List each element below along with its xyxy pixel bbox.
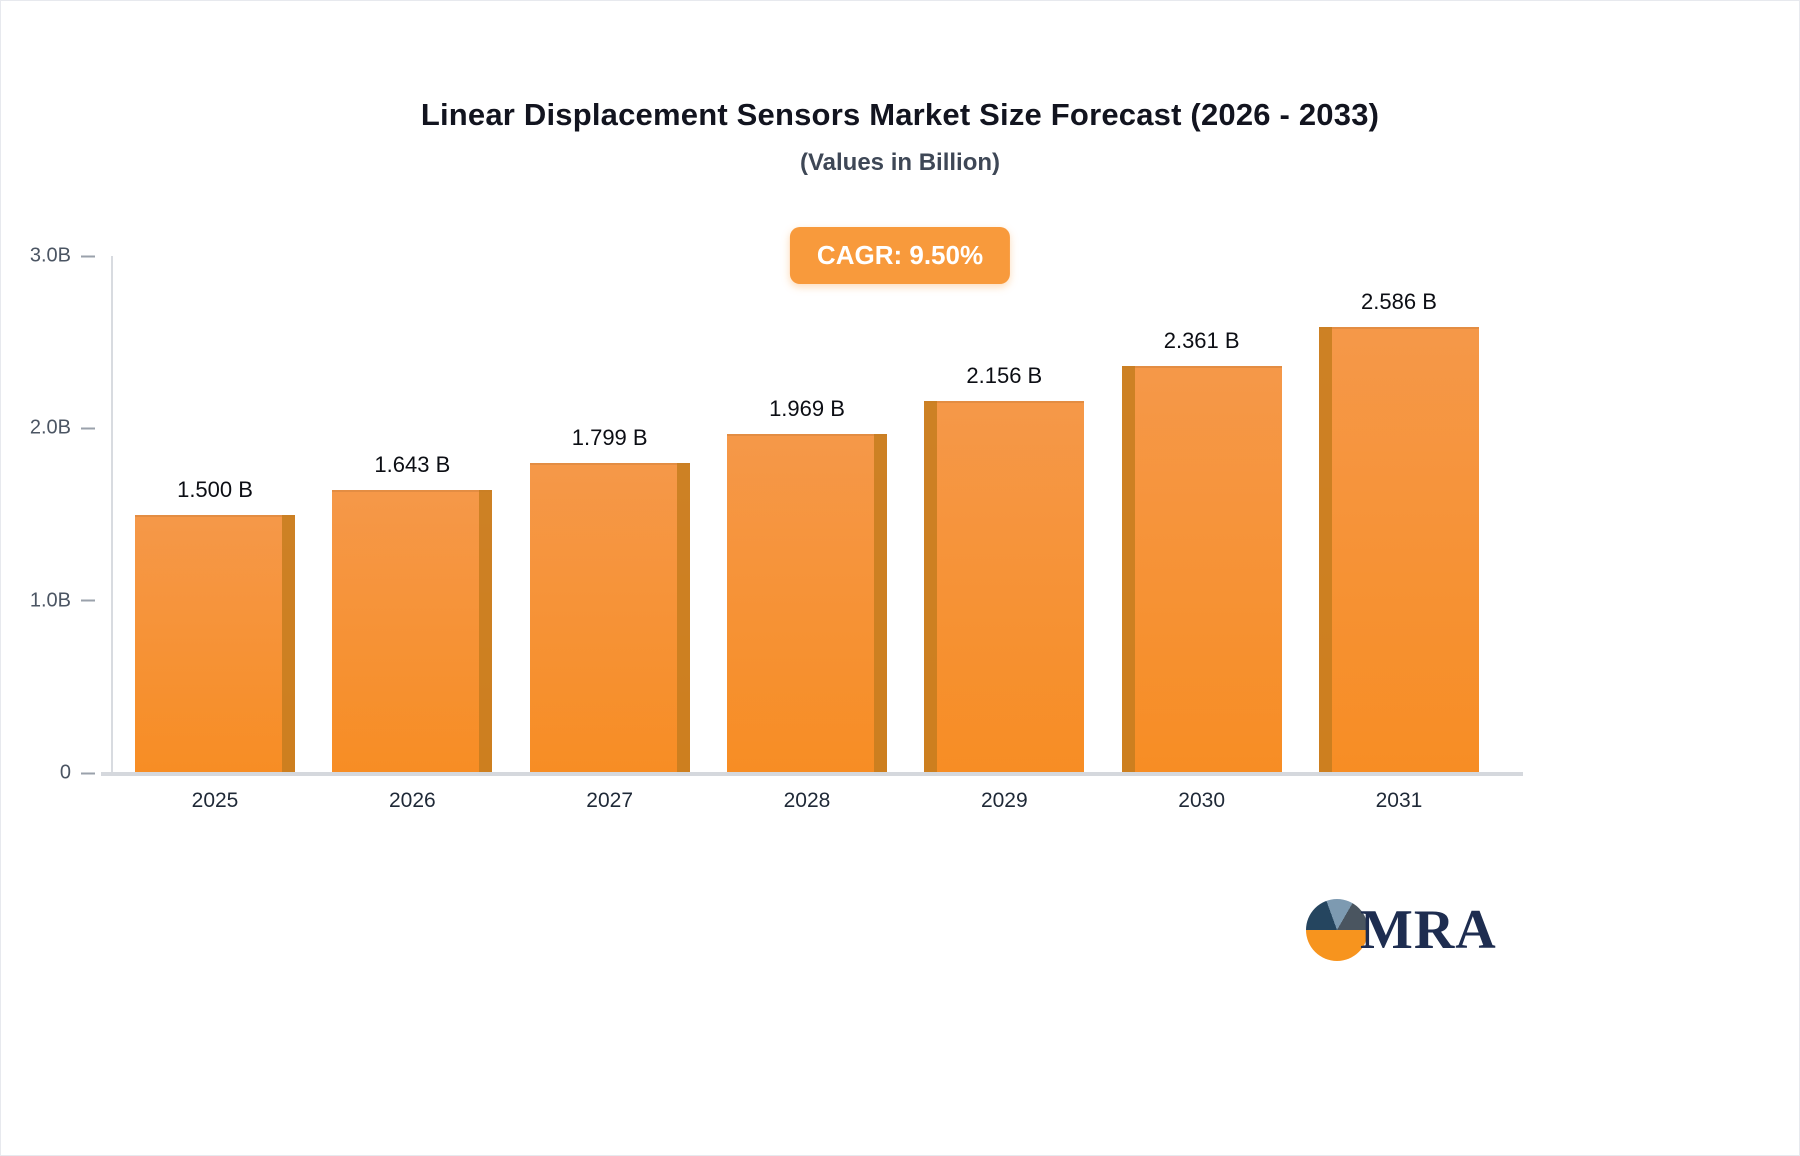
brand-logo-text: MRA [1360, 899, 1497, 961]
y-tick: 2.0B [1, 417, 101, 440]
bar-group-2025: 1.500 B [135, 256, 295, 773]
y-tick-mark [81, 255, 95, 257]
y-tick-mark [81, 599, 95, 602]
bar-value-label: 2.361 B [1163, 328, 1240, 354]
bar-group-2027: 1.799 B [529, 256, 690, 774]
y-tick-label: 3.0B [29, 244, 71, 267]
bar-value-label: 1.643 B [374, 451, 451, 477]
cagr-badge: CAGR: 9.50% [789, 227, 1011, 284]
y-axis-ticks: 0 1.0B 2.0B 3.0B [1, 245, 101, 784]
bar-value-label: 1.799 B [571, 424, 648, 450]
x-axis-label: 2027 [586, 789, 634, 812]
bar-value-label: 2.156 B [966, 363, 1043, 389]
chart-title: Linear Displacement Sensors Market Size … [420, 97, 1380, 132]
pie-chart-logo-icon [1306, 899, 1368, 961]
x-axis-line [101, 772, 1523, 776]
bar-value-label: 1.500 B [177, 476, 253, 502]
bar-2025 [135, 514, 295, 773]
y-tick-mark [81, 772, 95, 774]
x-axis-label: 2028 [783, 789, 831, 812]
x-axis-label: 2031 [1375, 789, 1423, 812]
bar-group-2026: 1.643 B [332, 256, 493, 774]
bar-2029 [924, 401, 1085, 773]
bar-2030 [1121, 366, 1282, 773]
bar-2027 [529, 462, 690, 774]
bar-value-label: 1.969 B [769, 395, 845, 421]
bar-2031 [1318, 327, 1479, 773]
bar-2026 [332, 489, 493, 774]
plot-area: 0 1.0B 2.0B 3.0B 1.500 B 1.643 B 1.799 B 1.969… [30, 245, 1523, 812]
bar-group-2029: 2.156 B [924, 256, 1085, 773]
bar-group-2028: 1.969 B [726, 256, 887, 774]
bars: 1.500 B 1.643 B 1.799 B 1.969 B 2.156 B 2.361… [113, 256, 1501, 774]
y-tick-mark [81, 427, 95, 430]
x-axis-labels: 2025 2026 2027 2028 2029 2030 2031 [113, 789, 1501, 813]
y-tick-label: 0 [59, 761, 71, 784]
y-tick-label: 1.0B [29, 589, 71, 612]
x-axis-label: 2029 [980, 789, 1028, 812]
bar-group-2030: 2.361 B [1121, 256, 1282, 773]
bar-group-2031: 2.586 B [1318, 256, 1479, 773]
y-tick-label: 2.0B [29, 416, 71, 439]
brand-logo: MRA [1306, 899, 1497, 961]
bar-2028 [726, 433, 887, 774]
x-axis-label: 2030 [1178, 789, 1225, 812]
x-axis-label: 2026 [388, 789, 436, 812]
x-axis-label: 2025 [191, 789, 239, 812]
chart-subtitle: (Values in Billion) [799, 149, 1001, 176]
y-tick: 1.0B [1, 589, 101, 612]
y-tick: 0 [1, 762, 101, 785]
bar-value-label: 2.586 B [1361, 289, 1437, 315]
y-tick: 3.0B [1, 245, 101, 268]
